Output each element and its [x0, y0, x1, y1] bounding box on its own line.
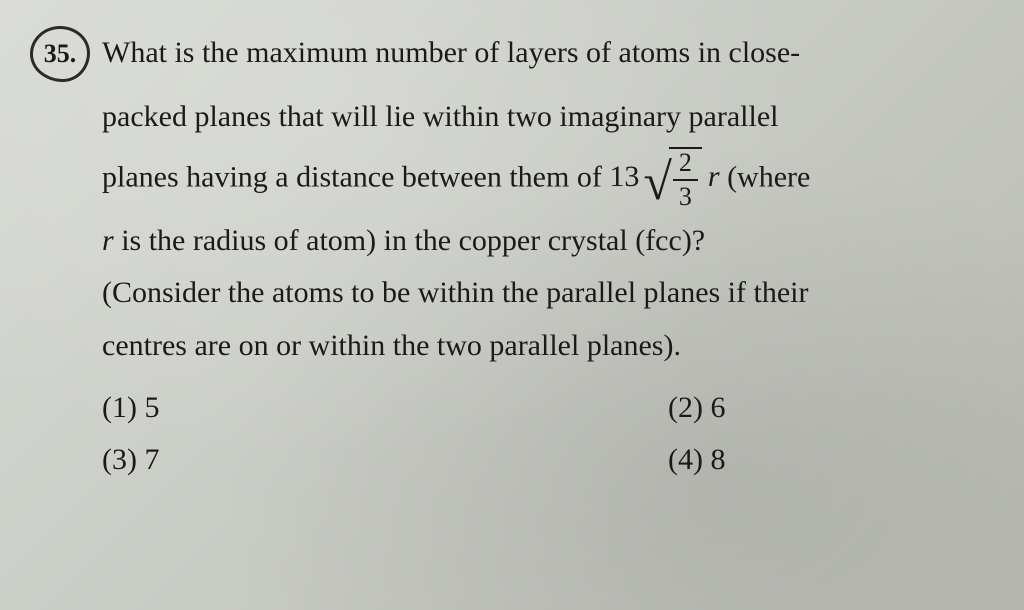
question-line-4: r is the radius of atom) in the copper c… [102, 218, 974, 265]
line3-end: (where [727, 160, 810, 193]
fraction-numerator: 2 [673, 149, 698, 182]
line4-var: r [102, 224, 114, 257]
option-2[interactable]: (2) 6 [668, 391, 974, 425]
question-number: 35. [44, 39, 77, 69]
question-line-3: planes having a distance between them of… [102, 147, 974, 212]
line4-rest: is the radius of atom) in the copper cry… [114, 224, 705, 257]
option-3[interactable]: (3) 7 [102, 443, 408, 477]
question-line-6: centres are on or within the two paralle… [102, 323, 974, 370]
question-body: packed planes that will lie within two i… [30, 94, 974, 369]
option-4[interactable]: (4) 8 [668, 443, 974, 477]
question-header: 35. What is the maximum number of layers… [30, 30, 974, 86]
fraction-denominator: 3 [679, 181, 692, 212]
question-line-1: What is the maximum number of layers of … [102, 30, 974, 77]
question-line-2: packed planes that will lie within two i… [102, 94, 974, 141]
coefficient: 13 [609, 154, 639, 201]
radical-icon: √ [643, 162, 672, 204]
options-grid: (1) 5 (2) 6 (3) 7 (4) 8 [30, 391, 974, 477]
option-1[interactable]: (1) 5 [102, 391, 408, 425]
math-formula: 13 √ 2 3 r [609, 145, 719, 210]
sqrt-wrapper: √ 2 3 [643, 145, 702, 210]
question-line-5: (Consider the atoms to be within the par… [102, 270, 974, 317]
question-wrapper: 35. What is the maximum number of layers… [30, 30, 974, 477]
question-number-circle: 35. [30, 26, 90, 82]
line3-start: planes having a distance between them of [102, 160, 609, 193]
variable-r: r [708, 154, 720, 201]
fraction: 2 3 [669, 147, 702, 212]
